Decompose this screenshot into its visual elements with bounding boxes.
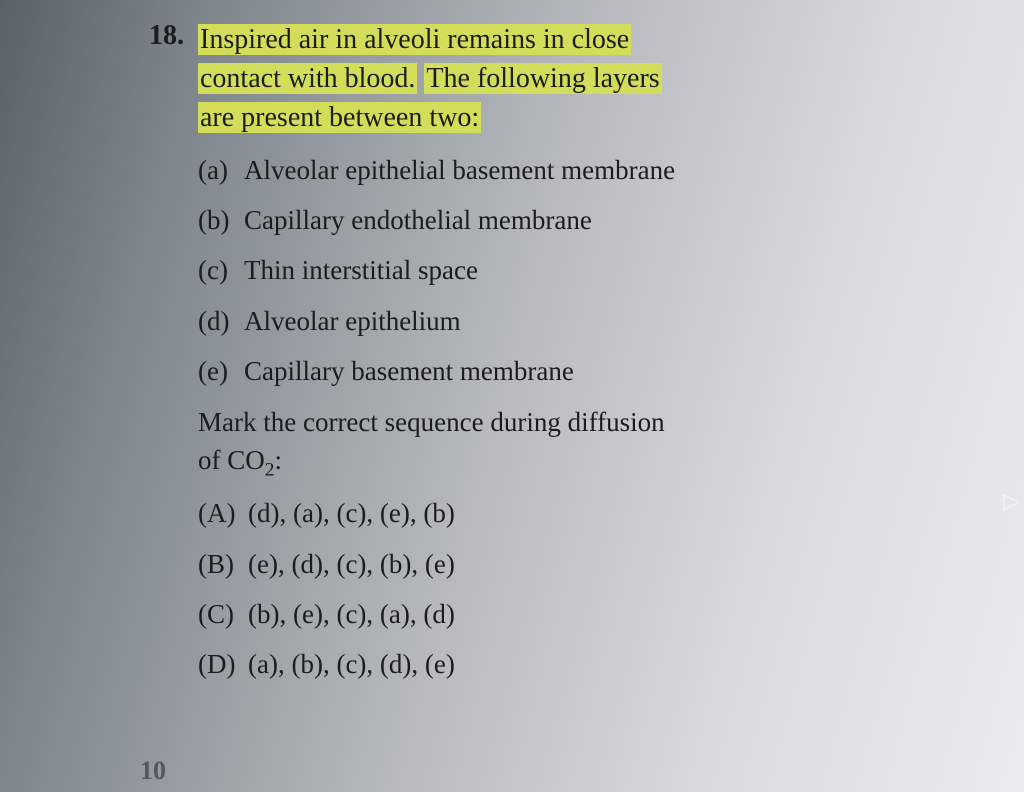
- instruction-text: Mark the correct sequence during diffusi…: [198, 404, 880, 483]
- option-d: (d)Alveolar epithelium: [198, 303, 880, 339]
- answer-A: (A)(d), (a), (c), (e), (b): [198, 495, 880, 531]
- highlighted-text: contact with blood.: [198, 63, 417, 94]
- option-b: (b)Capillary endothelial membrane: [198, 202, 880, 238]
- instruction-line2-pre: of CO: [198, 445, 265, 475]
- question-stem: Inspired air in alveoli remains in close…: [198, 20, 662, 138]
- option-text: Capillary endothelial membrane: [244, 205, 592, 235]
- option-text: Alveolar epithelium: [244, 306, 461, 336]
- option-e: (e)Capillary basement membrane: [198, 353, 880, 389]
- question-number: 18.: [140, 20, 198, 52]
- option-text: Thin interstitial space: [244, 255, 478, 285]
- option-text: Capillary basement membrane: [244, 356, 574, 386]
- next-question-number-partial: 10: [140, 756, 166, 786]
- answer-label: (B): [198, 546, 248, 582]
- answer-text: (b), (e), (c), (a), (d): [248, 599, 455, 629]
- answer-label: (C): [198, 596, 248, 632]
- answer-text: (e), (d), (c), (b), (e): [248, 549, 455, 579]
- option-label: (c): [198, 252, 244, 288]
- question-block: 18. Inspired air in alveoli remains in c…: [140, 20, 880, 697]
- instruction-line1: Mark the correct sequence during diffusi…: [198, 407, 665, 437]
- answer-choices: (A)(d), (a), (c), (e), (b) (B)(e), (d), …: [198, 495, 880, 683]
- question-header: 18. Inspired air in alveoli remains in c…: [140, 20, 880, 138]
- answer-text: (d), (a), (c), (e), (b): [248, 498, 455, 528]
- answer-label: (D): [198, 646, 248, 682]
- option-label: (e): [198, 353, 244, 389]
- cursor-icon: ▷: [1003, 488, 1020, 514]
- answer-text: (a), (b), (c), (d), (e): [248, 649, 455, 679]
- subscript: 2: [265, 459, 275, 480]
- option-a: (a)Alveolar epithelial basement membrane: [198, 152, 880, 188]
- option-label: (b): [198, 202, 244, 238]
- instruction-line2-post: :: [274, 445, 282, 475]
- option-label: (d): [198, 303, 244, 339]
- item-options: (a)Alveolar epithelial basement membrane…: [198, 152, 880, 484]
- highlighted-text: are present between two:: [198, 102, 481, 133]
- answer-B: (B)(e), (d), (c), (b), (e): [198, 546, 880, 582]
- answer-C: (C)(b), (e), (c), (a), (d): [198, 596, 880, 632]
- option-text: Alveolar epithelial basement membrane: [244, 155, 675, 185]
- option-label: (a): [198, 152, 244, 188]
- answer-D: (D)(a), (b), (c), (d), (e): [198, 646, 880, 682]
- answer-label: (A): [198, 495, 248, 531]
- option-c: (c)Thin interstitial space: [198, 252, 880, 288]
- highlighted-text: Inspired air in alveoli remains in close: [198, 24, 631, 55]
- highlighted-text: The following layers: [424, 63, 661, 94]
